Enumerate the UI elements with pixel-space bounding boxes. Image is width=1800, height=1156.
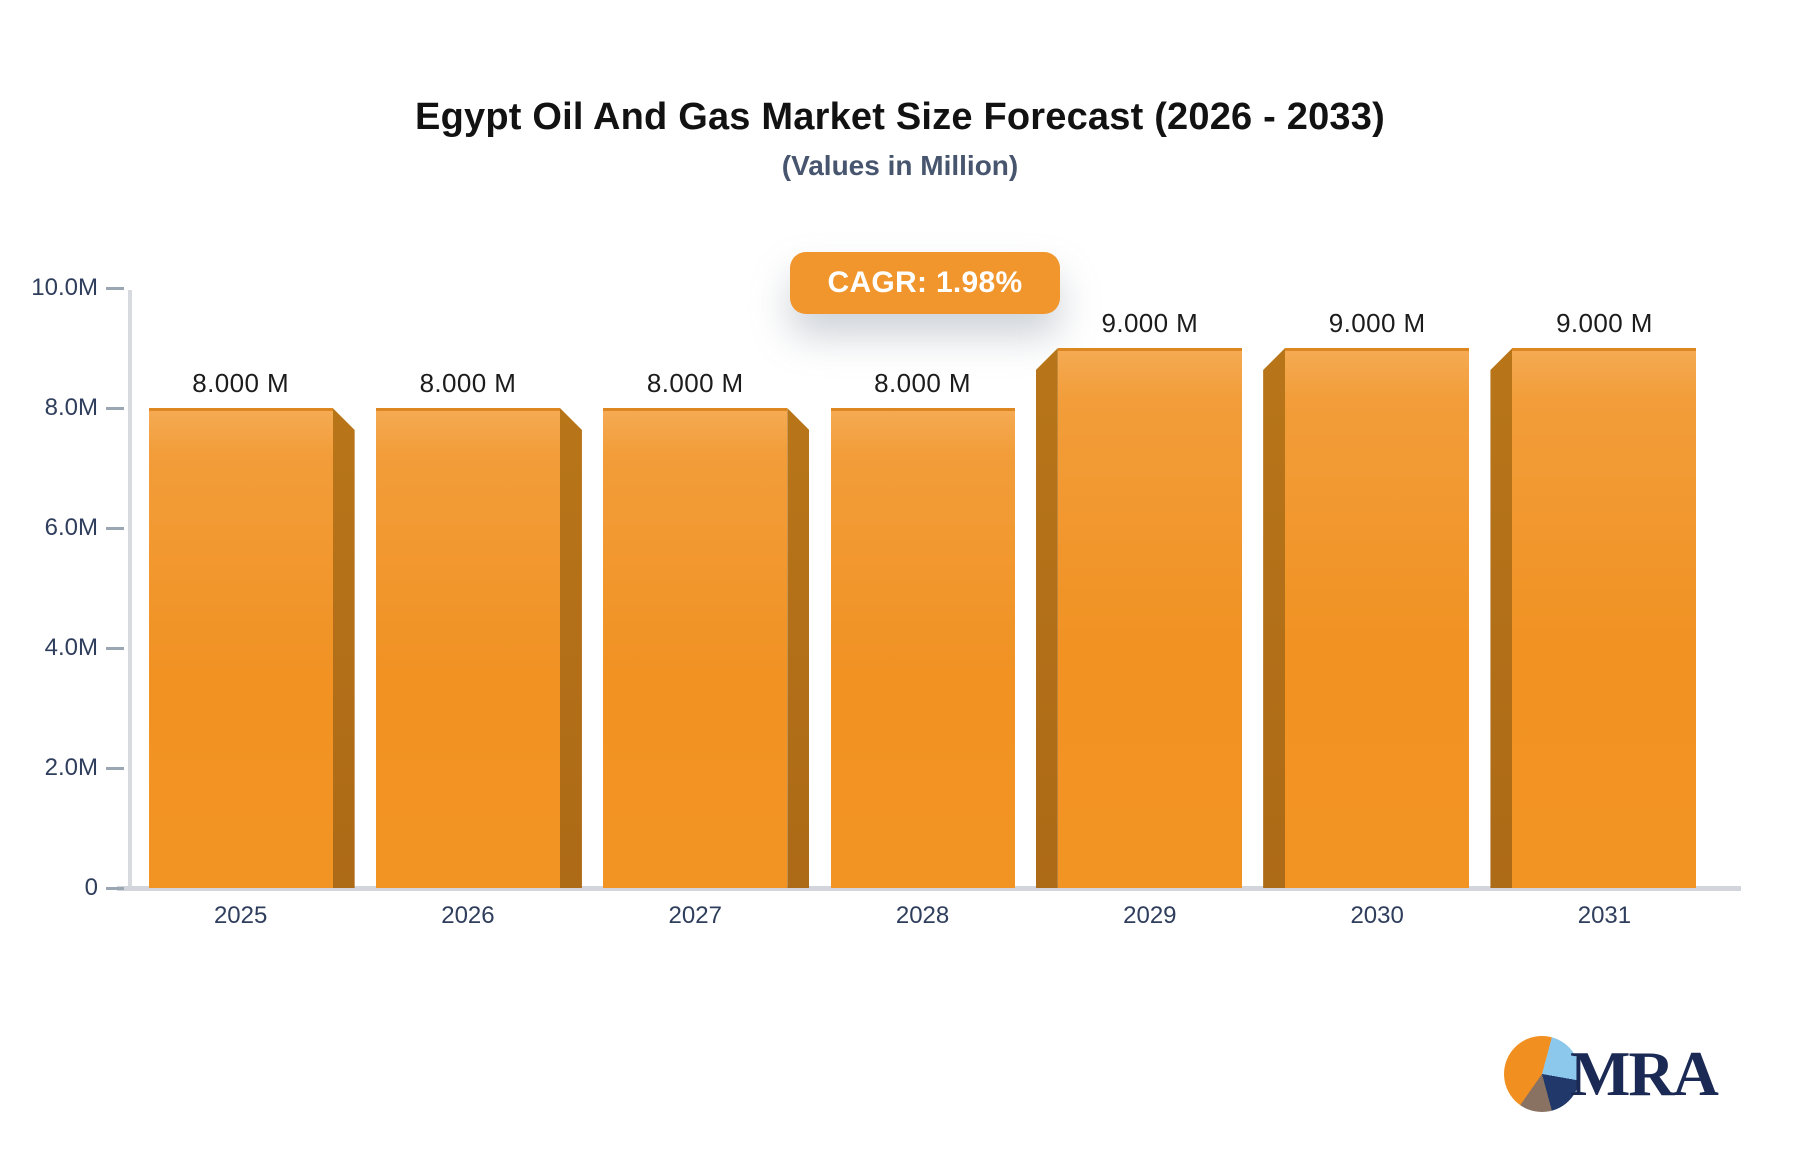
y-axis-line — [128, 290, 132, 888]
brand-logo-text: MRA — [1570, 1038, 1719, 1109]
cagr-badge-label: CAGR: 1.98% — [827, 266, 1023, 299]
x-axis-label-2027: 2027 — [668, 902, 722, 929]
x-axis-label-2028: 2028 — [895, 902, 950, 929]
y-tick-mark — [106, 527, 124, 530]
y-tick-label: 6.0M — [44, 514, 98, 541]
bar-2030 — [1285, 348, 1470, 888]
x-axis-label-2029: 2029 — [1123, 902, 1177, 929]
bar-3d-edge-2027 — [787, 408, 810, 888]
bar-3d-edge-2029 — [1035, 348, 1058, 888]
x-axis-baseline — [117, 886, 1741, 891]
chart-title: Egypt Oil And Gas Market Size Forecast (… — [415, 96, 1385, 138]
y-tick-mark — [106, 287, 124, 290]
bar-3d-edge-2025 — [332, 408, 355, 888]
bar-value-label-2031: 9.000 M — [1556, 308, 1653, 338]
y-tick-label: 10.0M — [31, 274, 98, 301]
bar-2026 — [375, 408, 560, 888]
y-tick-label: 2.0M — [44, 754, 98, 781]
x-axis-label-2031: 2031 — [1577, 902, 1632, 929]
bar-3d-edge-2026 — [559, 408, 582, 888]
bar-value-label-2029: 9.000 M — [1101, 308, 1199, 338]
bar-value-label-2025: 8.000 M — [192, 368, 290, 398]
x-axis-label-2030: 2030 — [1350, 902, 1404, 929]
bar-value-label-2028: 8.000 M — [874, 368, 971, 398]
bar-3d-edge-2030 — [1263, 348, 1286, 888]
y-tick-mark — [106, 407, 124, 410]
pie-chart-logo-icon — [1504, 1036, 1580, 1112]
y-tick-label: 4.0M — [44, 634, 98, 661]
brand-logo: MRA — [1504, 1036, 1719, 1112]
bar-value-label-2030: 9.000 M — [1328, 308, 1426, 338]
bar-2028 — [830, 408, 1015, 888]
cagr-badge: CAGR: 1.98% — [790, 252, 1060, 314]
x-axis-label-2026: 2026 — [441, 902, 495, 929]
y-tick-mark — [106, 887, 124, 890]
bar-value-label-2026: 8.000 M — [419, 368, 517, 398]
bar-3d-edge-2031 — [1490, 348, 1513, 888]
chart-subtitle: (Values in Million) — [781, 150, 1019, 181]
y-tick-mark — [106, 767, 124, 770]
y-tick-mark — [106, 647, 124, 650]
bar-value-label-2027: 8.000 M — [646, 368, 744, 398]
y-tick-label: 8.0M — [44, 394, 98, 421]
bar-2031 — [1512, 348, 1697, 888]
bar-2025 — [148, 408, 333, 888]
x-axis-label-2025: 2025 — [213, 902, 268, 929]
bar-2029 — [1057, 348, 1242, 888]
bar-2027 — [603, 408, 788, 888]
y-tick-label: 0 — [84, 874, 98, 901]
